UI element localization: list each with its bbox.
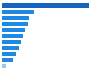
Bar xyxy=(2,46,18,50)
Bar xyxy=(2,40,21,44)
Bar xyxy=(2,58,13,62)
Bar xyxy=(2,34,24,38)
Bar xyxy=(2,64,6,68)
Bar xyxy=(2,3,89,8)
Bar xyxy=(2,52,16,56)
Bar xyxy=(2,16,29,20)
Bar xyxy=(2,10,34,14)
Bar xyxy=(2,28,25,32)
Bar xyxy=(2,22,28,26)
